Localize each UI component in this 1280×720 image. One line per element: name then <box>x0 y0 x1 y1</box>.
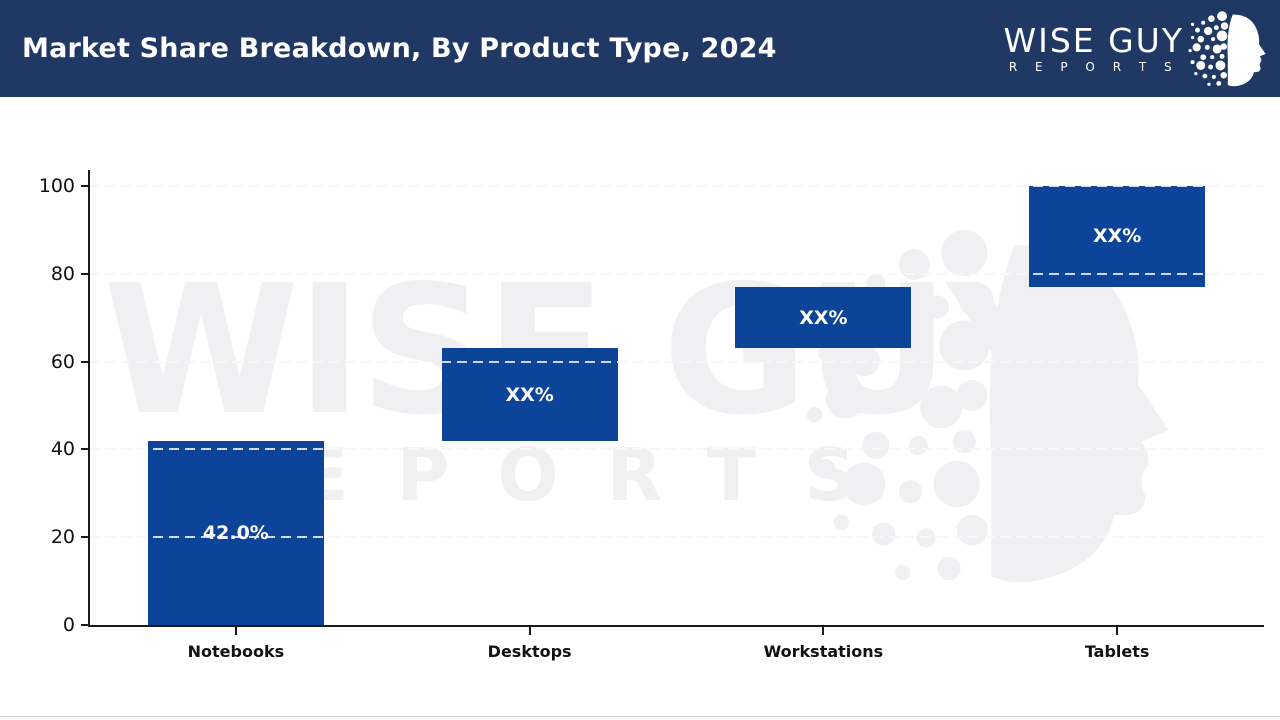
gridline-overlay <box>89 448 1264 451</box>
y-tick-mark <box>81 272 89 275</box>
bar-value-label: XX% <box>799 306 848 329</box>
gridline-overlay <box>89 185 1264 187</box>
bar <box>147 440 324 625</box>
bar <box>1029 186 1206 287</box>
brand-head-icon <box>1188 11 1266 87</box>
page-title: Market Share Breakdown, By Product Type,… <box>22 33 777 64</box>
x-tick-mark <box>1116 627 1119 635</box>
bar <box>735 286 912 349</box>
bar-value-label: 42.0% <box>202 521 269 544</box>
bar-value-label: XX% <box>1092 225 1142 248</box>
y-tick-mark <box>81 624 89 626</box>
chart-area: WISE GUY REPORTS 02040608010042.0%Notebo… <box>0 97 1280 717</box>
category-label: Notebooks <box>187 642 285 661</box>
bar <box>441 348 618 441</box>
y-tick-label: 0 <box>62 614 75 636</box>
y-tick-label: 20 <box>50 526 75 549</box>
y-tick-label: 60 <box>50 350 75 373</box>
category-label: Workstations <box>763 642 884 661</box>
bar-value-label: XX% <box>505 383 554 406</box>
category-label: Desktops <box>487 642 572 661</box>
brand-wordmark: WISE GUY R E P O R T S <box>1003 24 1184 74</box>
brand-reports-text: R E P O R T S <box>1008 59 1179 74</box>
y-tick-mark <box>81 536 89 539</box>
brand-name-text: WISE GUY <box>1003 21 1184 61</box>
brand-logo: WISE GUY R E P O R T S <box>1003 6 1268 92</box>
footer-strip <box>0 717 1280 720</box>
gridline-overlay <box>89 536 1264 539</box>
gridline-overlay <box>89 272 1264 275</box>
header-bar: Market Share Breakdown, By Product Type,… <box>0 0 1280 97</box>
y-tick-mark <box>81 360 89 363</box>
gridline-overlay <box>89 360 1264 363</box>
x-axis <box>89 625 1264 627</box>
y-tick-label: 80 <box>50 262 75 285</box>
x-tick-mark <box>528 627 531 635</box>
y-axis <box>88 170 90 627</box>
y-tick-mark <box>81 448 89 451</box>
x-tick-mark <box>822 627 825 635</box>
y-tick-mark <box>81 185 89 187</box>
x-tick-mark <box>234 627 237 635</box>
y-tick-label: 40 <box>50 438 75 461</box>
y-tick-label: 100 <box>38 175 75 197</box>
category-label: Tablets <box>1084 642 1150 661</box>
footer-divider <box>0 716 1280 717</box>
